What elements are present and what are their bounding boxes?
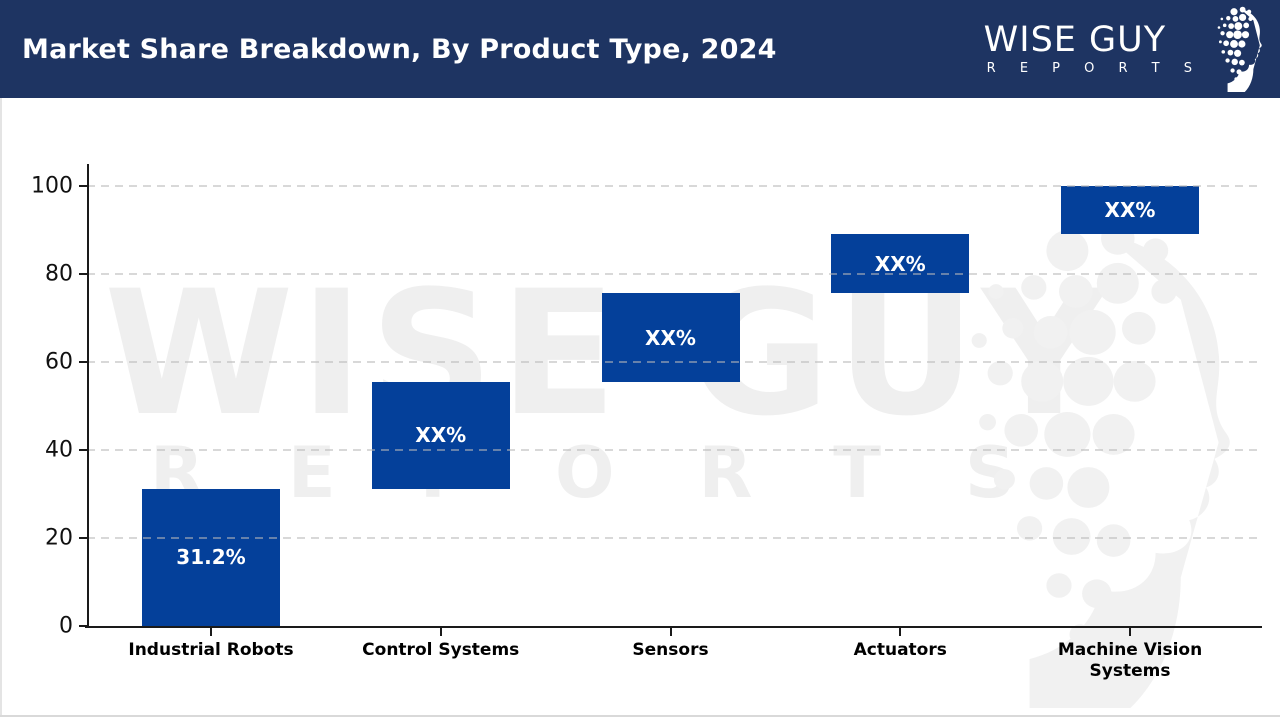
bar-machine-vision-systems	[1061, 186, 1199, 235]
y-tick-label: 20	[45, 525, 73, 551]
y-tick-mark	[79, 449, 87, 451]
brand-subtitle: R E P O R T S	[986, 60, 1202, 76]
bar-actuators	[831, 234, 970, 294]
y-tick-label: 0	[59, 613, 73, 639]
y-tick-mark	[79, 185, 87, 187]
y-tick-mark	[79, 625, 87, 627]
y-tick-label: 100	[31, 173, 73, 199]
x-tick-mark	[439, 628, 442, 636]
x-category-label-machine-vision-systems: Machine Vision Systems	[1057, 640, 1203, 682]
chart-title: Market Share Breakdown, By Product Type,…	[22, 33, 777, 65]
bar-value-label: XX%	[874, 251, 926, 276]
y-tick-label: 80	[45, 261, 73, 287]
gridline-y100	[87, 185, 1262, 187]
y-tick-label: 40	[45, 437, 73, 463]
bar-industrial-robots	[142, 488, 280, 626]
chart-plot-area: 31.2% XX% XX% XX% XX% 0 20 40 60 80 100 Industrial …	[0, 98, 1280, 718]
left-border-rule	[0, 98, 2, 717]
brand-wordmark: WISE GUY R E P O R T S	[983, 19, 1202, 76]
dotted-head-icon	[1217, 6, 1262, 92]
x-axis-line	[85, 626, 1262, 628]
bar-value-label: 31.2%	[176, 545, 246, 570]
y-tick-mark	[79, 273, 87, 275]
bar-control-systems	[371, 382, 510, 489]
x-category-label-industrial-robots: Industrial Robots	[128, 640, 294, 660]
x-tick-mark	[899, 628, 902, 636]
x-tick-mark	[210, 628, 212, 636]
y-tick-mark	[79, 537, 87, 539]
gridline-y20	[87, 537, 1262, 539]
y-tick-mark	[79, 361, 87, 363]
bar-sensors	[601, 293, 740, 383]
gridline-y60	[87, 361, 1262, 363]
gridline-y80	[87, 273, 1262, 275]
x-tick-mark	[1129, 628, 1131, 636]
header-bar: Market Share Breakdown, By Product Type,…	[0, 0, 1280, 98]
gridline-y40	[87, 449, 1262, 451]
x-category-label-actuators: Actuators	[853, 640, 947, 660]
x-category-label-sensors: Sensors	[632, 640, 709, 660]
bar-value-label: XX%	[415, 423, 467, 448]
bar-value-label: XX%	[645, 325, 696, 350]
x-category-label-control-systems: Control Systems	[362, 640, 520, 660]
brand-logo: WISE GUY R E P O R T S	[984, 6, 1266, 92]
bar-value-label: XX%	[1104, 198, 1156, 223]
brand-name: WISE GUY	[983, 19, 1167, 60]
bottom-border-rule	[0, 715, 1280, 717]
y-tick-label: 60	[45, 349, 73, 375]
x-tick-mark	[669, 628, 672, 636]
y-axis-line	[87, 164, 89, 628]
